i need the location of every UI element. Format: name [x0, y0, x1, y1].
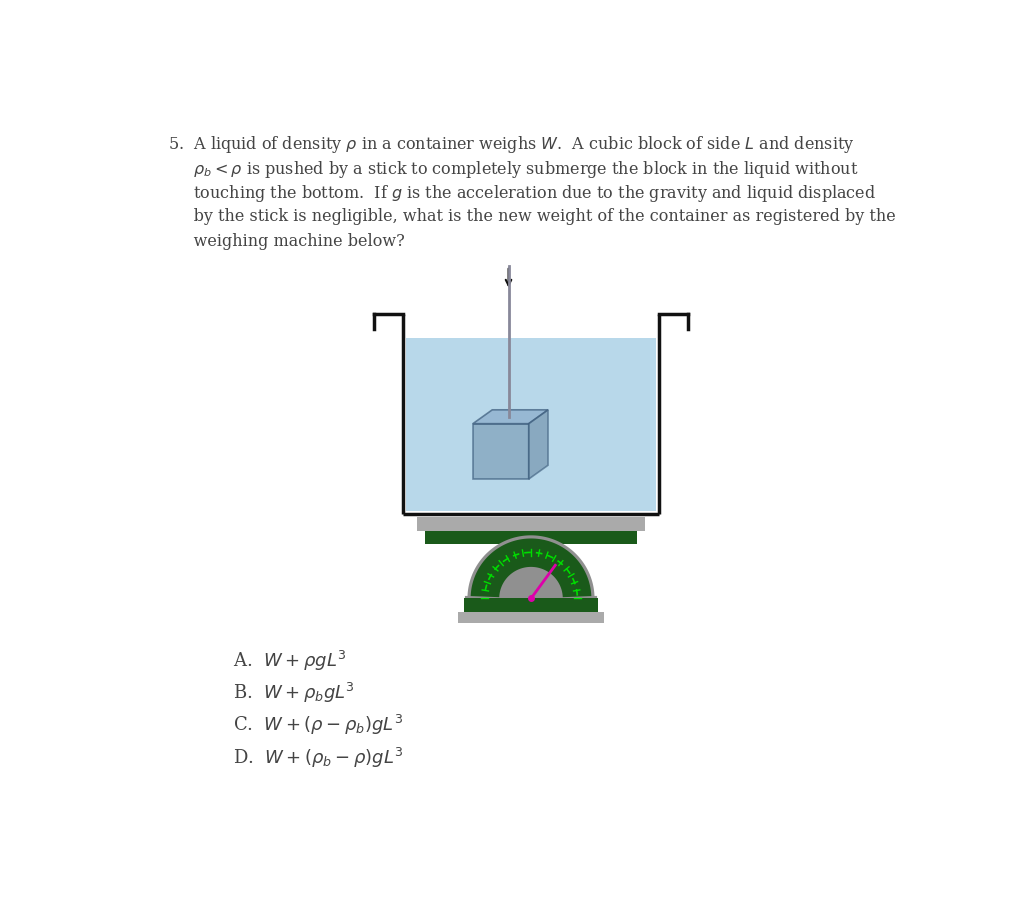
Bar — [464, 598, 598, 614]
Polygon shape — [471, 539, 591, 597]
Bar — [458, 612, 604, 623]
Polygon shape — [473, 410, 548, 424]
Text: weighing machine below?: weighing machine below? — [168, 233, 406, 250]
Text: 5.  A liquid of density $\rho$ in a container weighs $W$.  A cubic block of side: 5. A liquid of density $\rho$ in a conta… — [168, 134, 855, 155]
Text: B.  $W + \rho_b gL^3$: B. $W + \rho_b gL^3$ — [232, 681, 354, 705]
Text: $\rho_b < \rho$ is pushed by a stick to completely submerge the block in the liq: $\rho_b < \rho$ is pushed by a stick to … — [168, 159, 859, 180]
Bar — [473, 424, 528, 479]
Bar — [407, 337, 655, 511]
Text: A.  $W + \rho gL^3$: A. $W + \rho gL^3$ — [232, 649, 346, 673]
Text: by the stick is negligible, what is the new weight of the container as registere: by the stick is negligible, what is the … — [168, 208, 896, 225]
Text: touching the bottom.  If $g$ is the acceleration due to the gravity and liquid d: touching the bottom. If $g$ is the accel… — [168, 184, 877, 204]
Polygon shape — [528, 410, 548, 479]
Bar — [425, 530, 637, 544]
Text: C.  $W + (\rho - \rho_b)gL^3$: C. $W + (\rho - \rho_b)gL^3$ — [232, 713, 402, 737]
Bar — [417, 516, 645, 530]
Text: D.  $W + (\rho_b - \rho)gL^3$: D. $W + (\rho_b - \rho)gL^3$ — [232, 745, 403, 769]
Polygon shape — [467, 536, 595, 598]
